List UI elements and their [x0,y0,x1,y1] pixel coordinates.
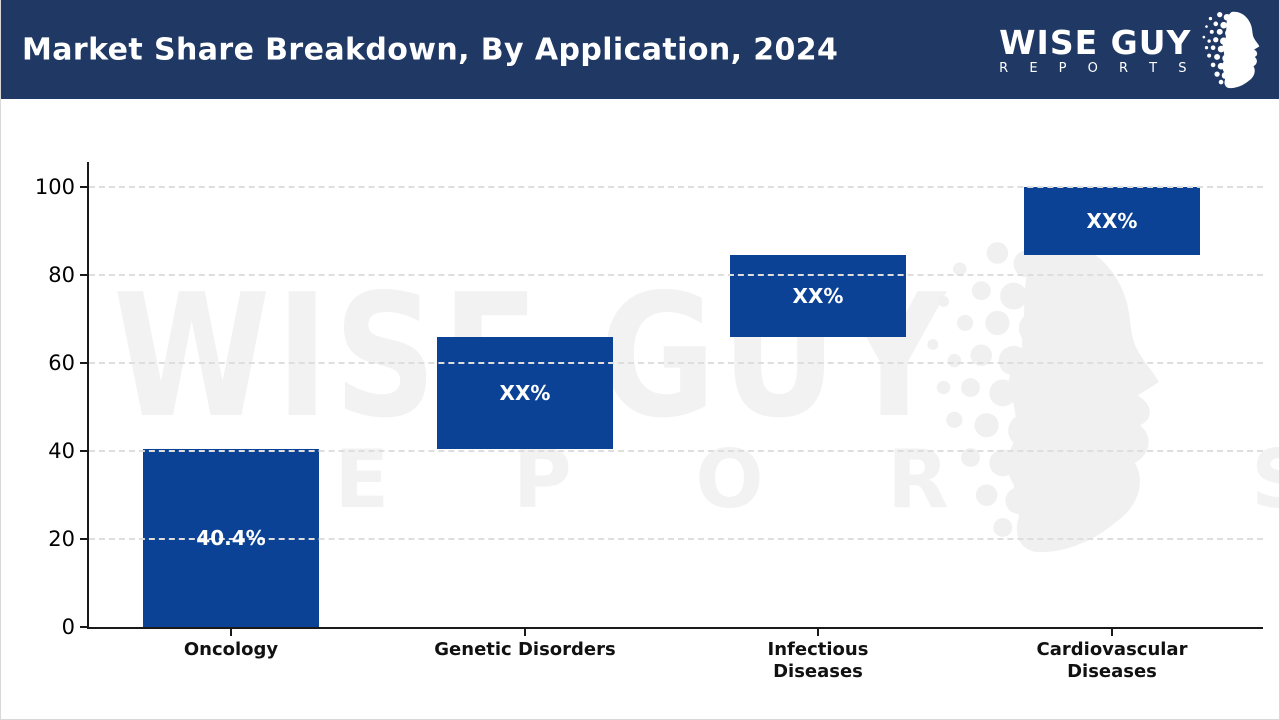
x-axis [87,627,1263,629]
x-tick-mark [230,629,232,636]
page-title: Market Share Breakdown, By Application, … [22,32,839,67]
bar [730,255,906,338]
bar-value-label: XX% [499,381,551,406]
gridline [89,450,1263,452]
gridline [89,274,1263,276]
y-tick-label: 100 [34,175,75,199]
y-tick-label: 20 [48,527,75,551]
y-tick-mark [80,626,87,628]
x-tick-mark [1111,629,1113,636]
header-band: Market Share Breakdown, By Application, … [1,0,1279,99]
x-tick-mark [524,629,526,636]
bar [437,337,613,450]
bar-value-label: XX% [792,284,844,309]
y-tick-mark [80,450,87,452]
y-tick-mark [80,362,87,364]
logo-reports-text: R E P O R T S [999,61,1195,77]
logo-text: WISE GUY R E P O R T S [999,22,1195,77]
y-tick-mark [80,538,87,540]
x-tick-mark [817,629,819,636]
logo-face-icon [1189,8,1265,94]
gridline [89,538,1263,540]
logo-wiseguy-text: WISE GUY [999,22,1192,62]
x-tick-label: Genetic Disorders [434,639,616,660]
y-tick-label: 40 [48,439,75,463]
waterfall-chart: 40.4% XX% XX% XX% 0 20 40 60 80 100 Oncology Geneti… [1,99,1279,719]
bar-value-label: XX% [1086,209,1138,234]
y-axis [87,162,89,629]
y-tick-label: 80 [48,263,75,287]
gridline [89,362,1263,364]
y-tick-mark [80,186,87,188]
x-tick-label: Infectious Diseases [767,639,869,682]
y-tick-label: 0 [61,615,75,639]
y-tick-mark [80,274,87,276]
x-tick-label: Cardiovascular Diseases [1036,639,1188,682]
gridline [89,186,1263,188]
x-tick-label: Oncology [183,639,279,660]
bar-value-label: 40.4% [196,526,266,551]
wise-guy-reports-logo: WISE GUY R E P O R T S [999,8,1265,94]
y-tick-label: 60 [48,351,75,375]
